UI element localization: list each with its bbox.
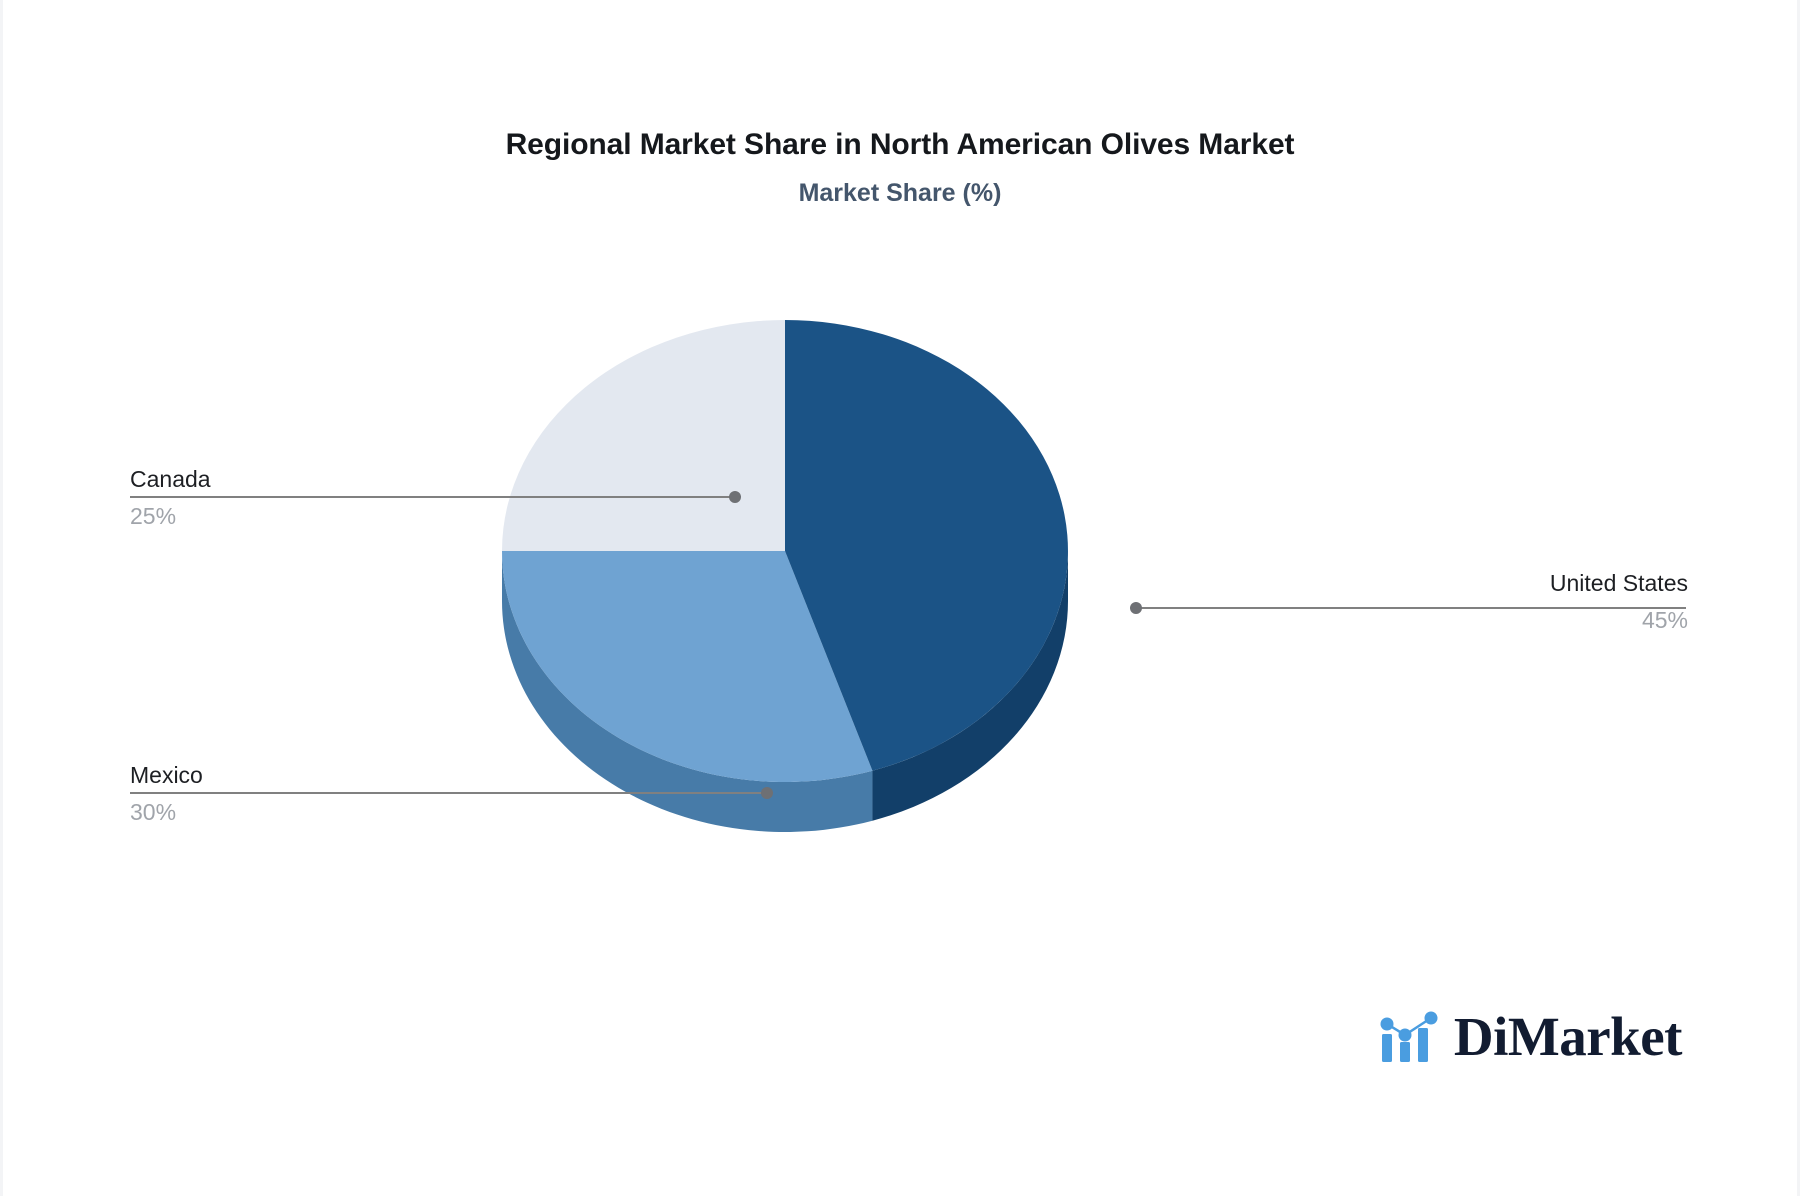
data-label-mexico-name: Mexico (130, 762, 203, 788)
data-label-united-states: United States 45% (1550, 568, 1688, 635)
data-label-canada-name: Canada (130, 466, 211, 492)
chart-title: Regional Market Share in North American … (505, 128, 1295, 161)
pie-slice-united-states (785, 320, 1068, 771)
pie-depth-us (872, 551, 1068, 821)
brand-logo: DiMarket (1378, 1006, 1683, 1067)
data-label-canada-value: 25% (130, 503, 177, 529)
title-block: Regional Market Share in North American … (0, 126, 1800, 210)
pie-slice-canada (502, 320, 785, 551)
data-label-united-states-value: 45% (1641, 607, 1688, 633)
data-label-mexico-value: 30% (130, 799, 177, 825)
canvas-right-edge (1797, 0, 1800, 1196)
bar-chart-logo-icon (1380, 1011, 1438, 1062)
pie-chart (502, 320, 1068, 832)
chart-subtitle: Market Share (%) (798, 179, 1002, 207)
pie-slice-mexico (502, 551, 873, 782)
canvas-left-edge (0, 0, 3, 1196)
data-label-mexico: Mexico 30% (130, 760, 203, 827)
brand-name: DiMarket (1453, 1006, 1683, 1067)
data-label-united-states-name: United States (1549, 570, 1688, 596)
pie-depth-mexico (502, 551, 873, 832)
data-label-canada: Canada 25% (130, 464, 211, 531)
